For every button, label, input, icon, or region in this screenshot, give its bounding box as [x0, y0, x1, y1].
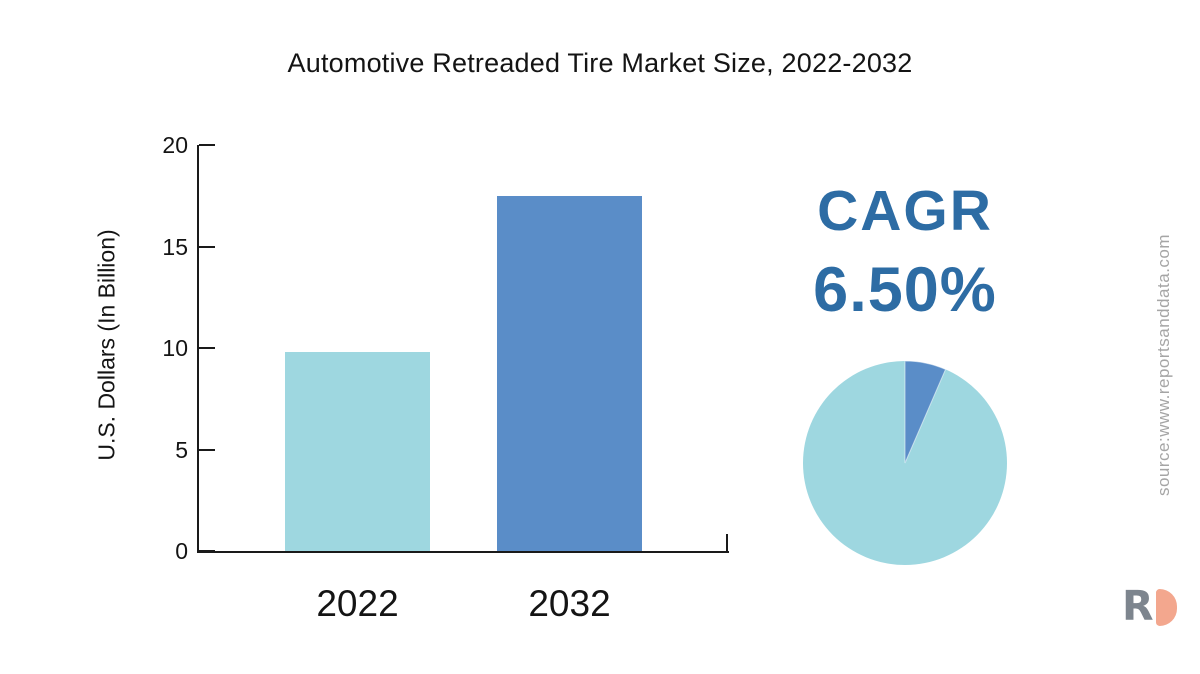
x-tick-label-2032: 2032: [528, 583, 611, 624]
y-tick-mark: [199, 448, 215, 451]
logo-letter-r: R: [1122, 582, 1154, 630]
y-tick-label: 0: [175, 538, 188, 564]
x-axis-end-tick: [726, 534, 728, 551]
pie-cagr-wedge: [904, 360, 947, 464]
x-tick-label-2022: 2022: [316, 583, 399, 624]
logo-d-icon: [1155, 589, 1177, 626]
chart-title: Automotive Retreaded Tire Market Size, 2…: [287, 48, 913, 78]
y-tick-mark: [199, 144, 215, 146]
pie-chart: [803, 360, 1007, 565]
brand-logo: R: [1122, 582, 1177, 630]
y-tick-mark: [199, 245, 215, 248]
source-note: source:www.reportsanddata.com: [1154, 233, 1173, 497]
cagr-value: 6.50%: [813, 255, 997, 325]
bar-2032: [497, 195, 642, 551]
y-tick-label: 20: [162, 132, 188, 158]
y-tick-label: 10: [162, 335, 188, 361]
bar-2022: [285, 352, 430, 551]
x-axis-line: [197, 551, 729, 553]
y-axis-line: [197, 145, 199, 553]
cagr-label: CAGR: [817, 179, 993, 243]
y-tick-mark: [199, 347, 215, 349]
y-tick-label: 5: [175, 436, 188, 463]
y-tick-label: 15: [162, 233, 188, 260]
